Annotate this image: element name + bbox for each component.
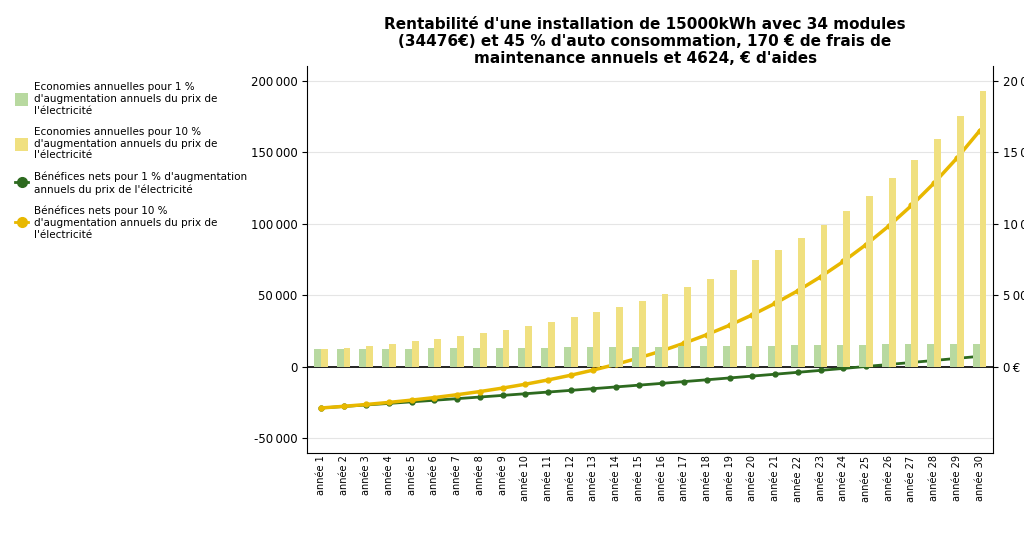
Bar (775, 250, 782, 367)
Bar (337, 349, 343, 367)
Bar (882, 344, 889, 367)
Bar (654, 347, 662, 367)
Bar (434, 339, 441, 367)
Bar (753, 261, 759, 367)
Bar (980, 91, 986, 367)
Bar (428, 348, 434, 367)
Bar (542, 348, 548, 367)
Legend: Economies annuelles pour 1 %
d'augmentation annuels du prix de
l'électricité, Ec: Economies annuelles pour 1 % d'augmentat… (15, 82, 248, 240)
Bar (525, 326, 532, 367)
Bar (957, 116, 964, 367)
Bar (609, 347, 616, 367)
Bar (343, 348, 350, 367)
Bar (457, 336, 464, 367)
Bar (587, 347, 594, 367)
Bar (359, 349, 367, 367)
Bar (639, 301, 646, 367)
Bar (950, 344, 957, 367)
Bar (973, 343, 980, 367)
Bar (859, 344, 866, 367)
Bar (564, 347, 570, 367)
Bar (473, 348, 480, 367)
Bar (700, 346, 707, 367)
Bar (837, 345, 844, 367)
Bar (678, 347, 684, 367)
Bar (745, 346, 753, 367)
Bar (321, 349, 328, 367)
Bar (480, 333, 486, 367)
Bar (684, 287, 691, 367)
Bar (367, 346, 373, 367)
Bar (934, 139, 941, 367)
Bar (798, 238, 805, 367)
Bar (404, 349, 412, 367)
Bar (904, 344, 911, 367)
Text: Rentabilité d'une installation de 15000kWh avec 34 modules
(34476€) et 45 % d'au: Rentabilité d'une installation de 15000k… (384, 17, 906, 66)
Bar (382, 349, 389, 367)
Bar (662, 294, 669, 367)
Bar (911, 160, 919, 367)
Bar (889, 178, 896, 367)
Bar (707, 279, 714, 367)
Bar (792, 346, 798, 367)
Bar (503, 330, 509, 367)
Bar (570, 317, 578, 367)
Bar (730, 270, 736, 367)
Bar (594, 312, 600, 367)
Bar (451, 348, 457, 367)
Bar (616, 307, 623, 367)
Bar (548, 322, 555, 367)
Bar (928, 344, 934, 367)
Bar (632, 347, 639, 367)
Bar (820, 225, 827, 367)
Bar (844, 211, 850, 367)
Bar (768, 346, 775, 367)
Bar (814, 345, 820, 367)
Bar (866, 195, 872, 367)
Bar (518, 348, 525, 367)
Bar (412, 341, 419, 367)
Bar (723, 346, 730, 367)
Bar (389, 344, 396, 367)
Bar (314, 349, 321, 367)
Bar (496, 348, 503, 367)
